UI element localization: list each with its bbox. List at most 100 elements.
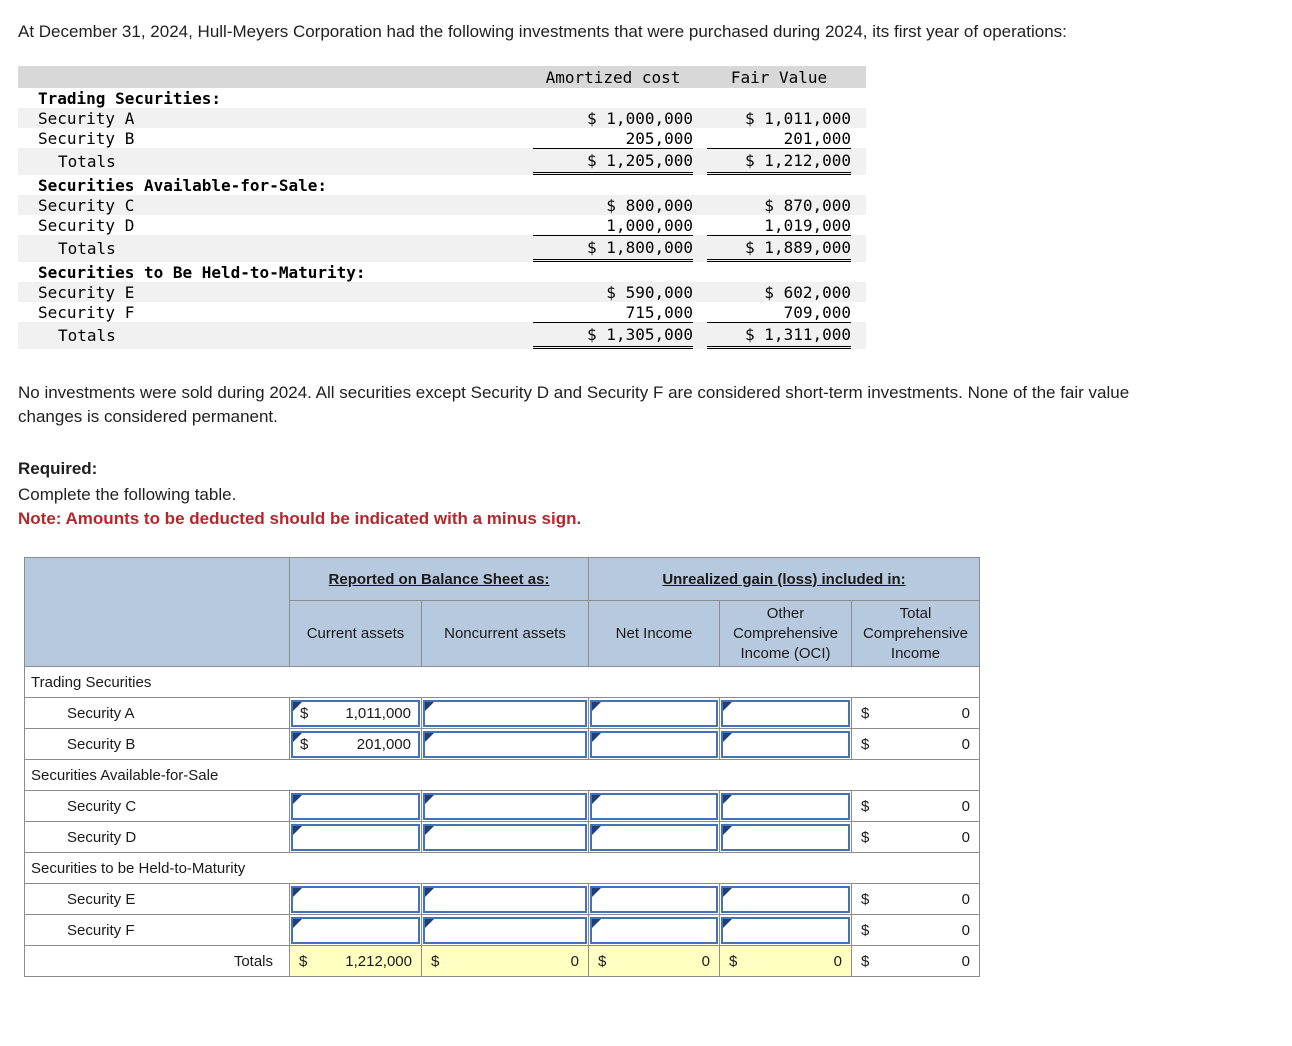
- noncurrent-assets-cell: [421, 914, 589, 946]
- fair-cell: $ 1,011,000: [745, 108, 851, 128]
- row-available-for-sale-heading: Securities Available-for-Sale:: [18, 175, 866, 195]
- amount-value: 0: [961, 797, 971, 815]
- worksheet-row-security-a: Security A $ 1,011,000 $ 0: [24, 697, 981, 729]
- input-security-c-current-assets[interactable]: [291, 792, 420, 820]
- input-security-f-oci[interactable]: [721, 916, 850, 944]
- input-security-c-noncurrent-assets[interactable]: [423, 792, 587, 820]
- input-security-c-net-income[interactable]: [590, 792, 718, 820]
- input-security-b-oci[interactable]: [721, 730, 850, 758]
- input-security-a-oci[interactable]: [721, 699, 850, 727]
- amount-value: 0: [570, 952, 579, 970]
- net-income-header: Net Income: [588, 600, 720, 667]
- current-assets-cell: $ 1,011,000: [289, 697, 422, 729]
- fair-cell: 201,000: [783, 128, 851, 148]
- fair-value-header: Fair Value: [730, 67, 828, 87]
- dollar-sign: $: [861, 952, 870, 970]
- oci-cell: [719, 883, 852, 915]
- input-security-a-net-income[interactable]: [590, 699, 718, 727]
- investments-table: Amortized cost Fair Value Trading Securi…: [18, 66, 866, 349]
- total-amount: $ 0: [589, 946, 719, 976]
- amount-value: 0: [961, 921, 971, 939]
- row-held-to-maturity-totals: Totals $ 1,305,000 $ 1,311,000: [18, 322, 866, 349]
- input-security-d-net-income[interactable]: [590, 823, 718, 851]
- balance-sheet-group-header: Reported on Balance Sheet as:: [328, 570, 550, 588]
- amount-value: 0: [701, 952, 710, 970]
- total-amount: $ 0: [422, 946, 588, 976]
- input-security-e-net-income[interactable]: [590, 885, 718, 913]
- worksheet-row-security-f: Security F $ 0: [24, 914, 981, 946]
- fair-cell: $ 870,000: [764, 195, 851, 215]
- input-security-b-noncurrent-assets[interactable]: [423, 730, 587, 758]
- fair-cell: $ 1,212,000: [707, 148, 851, 175]
- instruction-text: Complete the following table.: [18, 485, 237, 504]
- totals-net-income-cell: $ 0: [588, 945, 720, 977]
- input-security-e-noncurrent-assets[interactable]: [423, 885, 587, 913]
- input-security-f-current-assets[interactable]: [291, 916, 420, 944]
- input-security-b-current-assets[interactable]: $ 201,000: [291, 730, 420, 758]
- noncurrent-assets-cell: [421, 697, 589, 729]
- fair-cell: $ 602,000: [764, 282, 851, 302]
- fair-cell: [707, 175, 851, 195]
- total-amount: $ 0: [852, 822, 979, 852]
- totals-current-assets-cell: $ 1,212,000: [289, 945, 422, 977]
- dollar-sign: $: [431, 952, 440, 970]
- row-label: Security E: [38, 282, 135, 302]
- input-security-c-oci[interactable]: [721, 792, 850, 820]
- row-held-to-maturity-heading: Securities to Be Held-to-Maturity:: [18, 262, 866, 282]
- amortized-cell: 1,000,000: [606, 215, 693, 235]
- totals-total-comprehensive-income-cell: $ 0: [850, 945, 981, 977]
- worksheet-row-security-b: Security B $ 201,000 $ 0: [24, 728, 981, 760]
- total-amount: $ 0: [852, 729, 979, 759]
- input-security-e-current-assets[interactable]: [291, 885, 420, 913]
- input-security-d-oci[interactable]: [721, 823, 850, 851]
- unrealized-group-header: Unrealized gain (loss) included in:: [662, 570, 906, 588]
- deduction-note: Note: Amounts to be deducted should be i…: [18, 509, 582, 528]
- dollar-sign: $: [300, 704, 309, 722]
- row-security-c: Security C $ 800,000 $ 870,000: [18, 195, 866, 215]
- current-assets-cell: [289, 790, 422, 822]
- required-label: Required:: [18, 459, 98, 478]
- input-security-f-net-income[interactable]: [590, 916, 718, 944]
- input-security-a-noncurrent-assets[interactable]: [423, 699, 587, 727]
- input-security-a-current-assets[interactable]: $ 1,011,000: [291, 699, 420, 727]
- section-label: Securities to be Held-to-Maturity: [23, 852, 981, 884]
- row-security-b: Security B 205,000 201,000: [18, 128, 866, 148]
- row-label: Security B: [38, 128, 135, 148]
- amortized-cost-header: Amortized cost: [545, 67, 681, 87]
- input-value: 1,011,000: [345, 704, 411, 722]
- amortized-cell: $ 1,205,000: [533, 148, 693, 175]
- amount-value: 0: [833, 952, 842, 970]
- input-security-d-noncurrent-assets[interactable]: [423, 823, 587, 851]
- row-label: Totals: [58, 152, 116, 171]
- balance-sheet-group-header-cell: Reported on Balance Sheet as:: [289, 557, 589, 601]
- dollar-sign: $: [729, 952, 738, 970]
- dollar-sign: $: [861, 704, 870, 722]
- amortized-cell: 205,000: [625, 128, 693, 148]
- input-security-f-noncurrent-assets[interactable]: [423, 916, 587, 944]
- amount-value: 0: [961, 890, 971, 908]
- noncurrent-assets-cell: [421, 728, 589, 760]
- net-income-cell: [588, 883, 720, 915]
- input-security-b-net-income[interactable]: [590, 730, 718, 758]
- dollar-sign: $: [861, 890, 870, 908]
- input-security-d-current-assets[interactable]: [291, 823, 420, 851]
- current-assets-cell: [289, 883, 422, 915]
- section-label: Trading Securities: [23, 666, 981, 698]
- dollar-sign: $: [861, 921, 870, 939]
- worksheet-section-trading-securities: Trading Securities: [23, 666, 981, 698]
- current-assets-cell: [289, 821, 422, 853]
- current-assets-cell: [289, 914, 422, 946]
- row-label: Security C: [38, 195, 135, 215]
- net-income-cell: [588, 914, 720, 946]
- row-label: Securities to Be Held-to-Maturity:: [38, 262, 366, 282]
- row-security-d: Security D 1,000,000 1,019,000: [18, 215, 866, 235]
- total-amount: $ 0: [852, 698, 979, 728]
- dollar-sign: $: [861, 828, 870, 846]
- noncurrent-assets-cell: [421, 821, 589, 853]
- dollar-sign: $: [598, 952, 607, 970]
- row-label: Security C: [24, 790, 290, 822]
- input-security-e-oci[interactable]: [721, 885, 850, 913]
- dollar-sign: $: [299, 952, 308, 970]
- current-assets-header: Current assets: [289, 600, 422, 667]
- row-label: Security F: [38, 302, 135, 322]
